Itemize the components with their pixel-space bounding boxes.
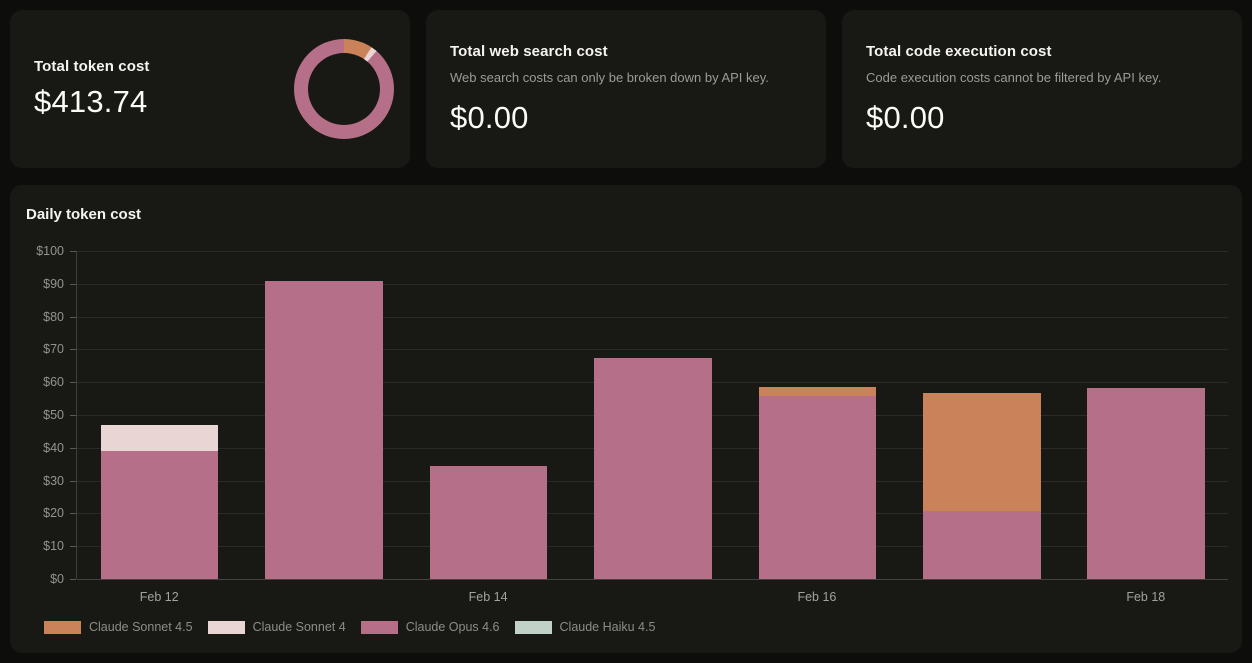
- y-axis-label: $70: [43, 342, 64, 357]
- token-cost-donut-chart: [294, 39, 394, 139]
- bar-segment: [100, 451, 219, 579]
- legend-label: Claude Opus 4.6: [405, 620, 500, 634]
- gridline: [77, 579, 1228, 580]
- y-axis-label: $40: [43, 440, 64, 455]
- legend-swatch: [514, 620, 552, 634]
- y-axis-label: $90: [43, 276, 64, 291]
- x-axis-label: Feb 18: [1126, 590, 1166, 604]
- chart-legend: Claude Sonnet 4.5 Claude Sonnet 4 Claude O…: [44, 620, 655, 634]
- total-code-execution-cost-card: Total code execution cost Code execution…: [842, 10, 1242, 168]
- gridline: [77, 283, 1228, 285]
- y-axis-tick: [70, 382, 76, 384]
- legend-swatch: [360, 620, 398, 634]
- y-axis-label: $10: [43, 539, 64, 554]
- bar-group: [100, 251, 219, 579]
- card-subtitle: Web search costs can only be broken down…: [450, 70, 769, 85]
- y-axis-tick: [70, 283, 76, 285]
- x-axis-label: Feb 16: [797, 590, 837, 604]
- y-axis-tick: [70, 316, 76, 318]
- card-title: Total code execution cost: [866, 43, 1052, 60]
- card-subtitle: Code execution costs cannot be filtered …: [866, 70, 1162, 85]
- bar-group: [265, 251, 383, 579]
- legend-item: Claude Sonnet 4.5: [44, 620, 193, 634]
- y-axis-label: $100: [36, 244, 64, 258]
- bar-segment: [922, 393, 1041, 511]
- x-axis-label: Feb 14: [468, 590, 508, 604]
- legend-label: Claude Haiku 4.5: [559, 620, 656, 634]
- y-axis-tick: [70, 480, 76, 482]
- summary-cards-row: Total token cost $413.74 Total web searc…: [10, 10, 1242, 168]
- bar-group: [922, 251, 1041, 579]
- gridline: [77, 251, 1228, 252]
- legend-label: Claude Sonnet 4.5: [89, 620, 193, 634]
- total-token-cost-text: Total token cost $413.74: [34, 58, 150, 120]
- y-axis-label: $60: [43, 375, 64, 390]
- bar-segment: [922, 510, 1041, 579]
- legend-item: Claude Sonnet 4: [207, 620, 346, 634]
- y-axis-label: $20: [43, 506, 64, 521]
- y-axis-tick: [70, 349, 76, 351]
- legend-swatch: [44, 620, 81, 634]
- gridline: [77, 316, 1228, 318]
- bar-segment: [429, 465, 548, 579]
- card-value: $0.00: [866, 100, 945, 135]
- y-axis-label: $30: [43, 473, 64, 488]
- y-axis-label: $0: [50, 572, 64, 586]
- bar-segment: [758, 395, 877, 579]
- card-title: Total web search cost: [450, 43, 608, 60]
- legend-item: Claude Haiku 4.5: [514, 620, 656, 634]
- total-web-search-cost-card: Total web search cost Web search costs c…: [426, 10, 826, 168]
- bar-group: [1087, 251, 1205, 579]
- y-axis-tick: [70, 447, 76, 449]
- legend-swatch: [207, 620, 245, 634]
- bar-segment: [100, 424, 219, 452]
- card-value: $0.00: [450, 100, 529, 135]
- y-axis-tick: [70, 251, 76, 252]
- bar-segment: [758, 386, 877, 396]
- bar-segment: [594, 357, 712, 579]
- bar-segment: [265, 281, 383, 579]
- bar-group: [758, 251, 877, 579]
- y-axis-tick: [70, 513, 76, 515]
- y-axis-label: $50: [43, 408, 64, 422]
- x-axis-label: Feb 12: [139, 590, 179, 604]
- panel-title: Daily token cost: [26, 206, 142, 223]
- total-token-cost-card: Total token cost $413.74: [10, 10, 410, 168]
- y-axis-label: $80: [43, 309, 64, 324]
- daily-cost-bar-chart: $0 $10 $20 $30 $40 $50 $60 $70 $80 $90 $100 Feb 12 F…: [36, 244, 1228, 604]
- card-value: $413.74: [34, 84, 148, 119]
- daily-token-cost-panel: Daily token cost $0 $10 $20 $30 $40 $50 $60 $70…: [10, 185, 1242, 653]
- bar-group: [429, 251, 548, 579]
- bar-group: [594, 251, 712, 579]
- y-axis-tick: [70, 579, 76, 580]
- bar-segment: [1087, 388, 1205, 579]
- gridline: [77, 349, 1228, 351]
- legend-item: Claude Opus 4.6: [360, 620, 500, 634]
- card-title: Total token cost: [34, 58, 150, 75]
- y-axis-tick: [70, 415, 76, 416]
- legend-label: Claude Sonnet 4: [252, 620, 346, 634]
- y-axis-tick: [70, 546, 76, 548]
